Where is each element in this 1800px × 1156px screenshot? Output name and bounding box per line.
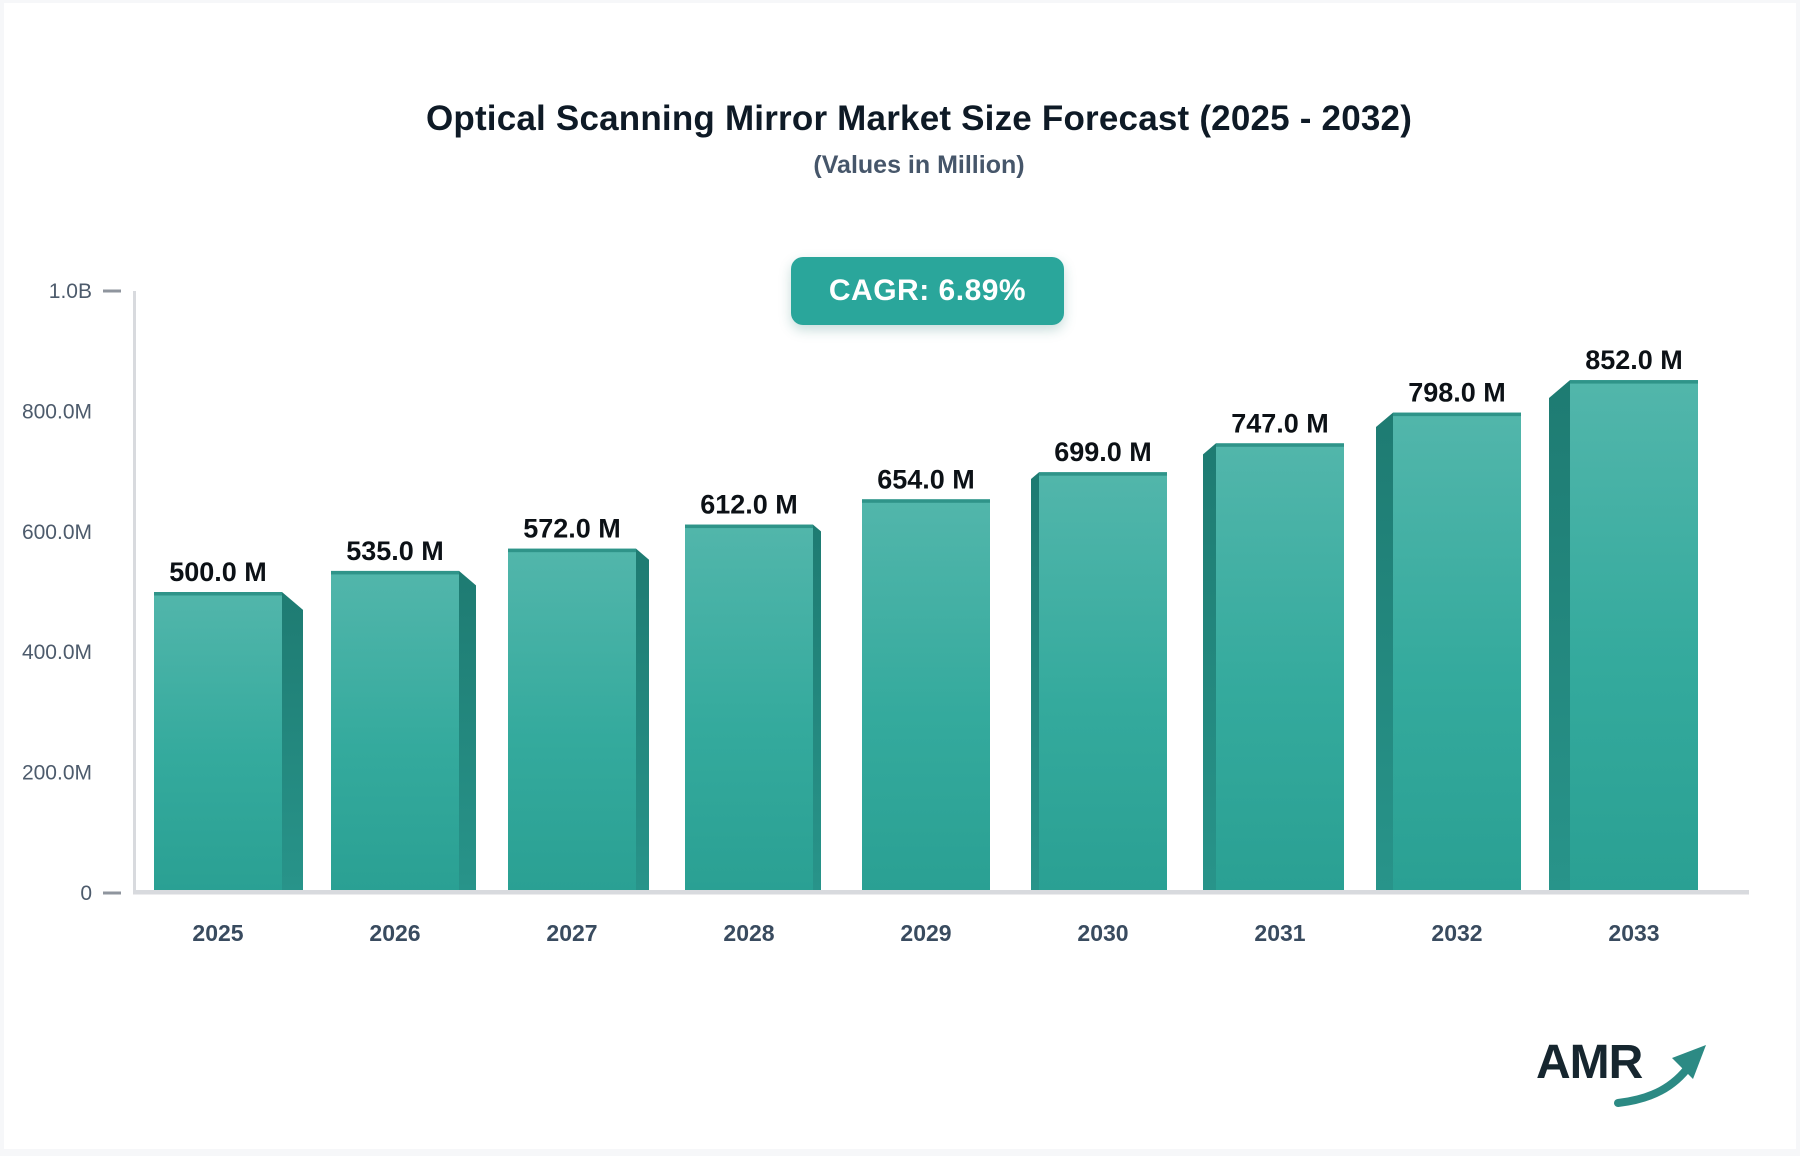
page-subtitle: (Values in Million)	[813, 151, 1025, 179]
bar-side-2025	[282, 592, 303, 893]
x-tick-label: 2027	[546, 920, 597, 946]
bar-2029	[862, 499, 990, 893]
bar-value-label: 612.0 M	[700, 490, 798, 520]
bar-value-label: 654.0 M	[877, 464, 975, 494]
y-tick-label: 1.0B	[49, 280, 92, 303]
bar-value-label: 572.0 M	[523, 514, 621, 544]
bar-top-edge	[331, 570, 459, 575]
y-tick-label: 400.0M	[22, 641, 92, 664]
x-tick-label: 2033	[1608, 920, 1659, 946]
bar-2026	[331, 570, 459, 893]
amr-logo: AMR	[1536, 1031, 1736, 1117]
bar-top-edge	[1216, 443, 1344, 447]
x-tick-label: 2029	[900, 920, 951, 946]
bar-2027	[508, 548, 636, 893]
bar-value-label: 535.0 M	[346, 536, 444, 566]
y-tick-label: 600.0M	[22, 521, 92, 544]
y-tick-dash	[103, 891, 121, 895]
y-tick-label: 200.0M	[22, 762, 92, 785]
bar-side-2027	[636, 548, 649, 893]
bar-2032	[1393, 412, 1521, 893]
bar-top-edge	[1570, 380, 1698, 384]
bar-top-edge	[1039, 472, 1167, 476]
cagr-badge: CAGR: 6.89%	[791, 257, 1064, 325]
bar-value-label: 699.0 M	[1054, 437, 1152, 467]
x-tick-label: 2028	[723, 920, 774, 946]
bar-top-edge	[862, 499, 990, 503]
bar-2025	[154, 592, 282, 893]
x-tick-label: 2026	[369, 920, 420, 946]
bar-side-2031	[1203, 443, 1216, 893]
bar-chart: 1.0B 800.0M 600.0M 400.0M 200.0M 0 500.0 M 2025…	[22, 280, 1749, 946]
bar-top-edge	[685, 524, 813, 529]
bar-side-2026	[459, 570, 476, 893]
x-tick-label: 2025	[192, 920, 243, 946]
x-tick-label: 2032	[1431, 920, 1482, 946]
bar-2033	[1570, 380, 1698, 893]
bar-top-edge	[508, 548, 636, 553]
bar-2030	[1039, 472, 1167, 893]
bar-side-2033	[1549, 380, 1570, 893]
bar-top-edge	[154, 592, 282, 596]
y-tick-label: 800.0M	[22, 400, 92, 423]
y-tick-dash	[103, 289, 121, 293]
bar-value-label: 798.0 M	[1408, 378, 1506, 408]
bar-top-edge	[1393, 412, 1521, 417]
page-title: Optical Scanning Mirror Market Size Fore…	[425, 99, 1413, 138]
y-axis-line	[133, 291, 136, 893]
bar-side-2030	[1031, 472, 1039, 893]
bar-value-label: 747.0 M	[1231, 408, 1329, 438]
amr-logo-text: AMR	[1536, 1036, 1643, 1089]
x-tick-label: 2031	[1254, 920, 1305, 946]
growth-arrow-icon	[1614, 1045, 1706, 1107]
x-tick-label: 2030	[1077, 920, 1128, 946]
bar-value-label: 500.0 M	[169, 557, 267, 587]
bar-2031	[1216, 443, 1344, 893]
bar-side-2028	[813, 524, 821, 893]
bar-value-label: 852.0 M	[1585, 345, 1683, 375]
bar-side-2032	[1376, 412, 1393, 893]
y-tick-label: 0	[80, 882, 92, 905]
bar-2028	[685, 524, 813, 893]
x-axis-line	[133, 890, 1749, 895]
